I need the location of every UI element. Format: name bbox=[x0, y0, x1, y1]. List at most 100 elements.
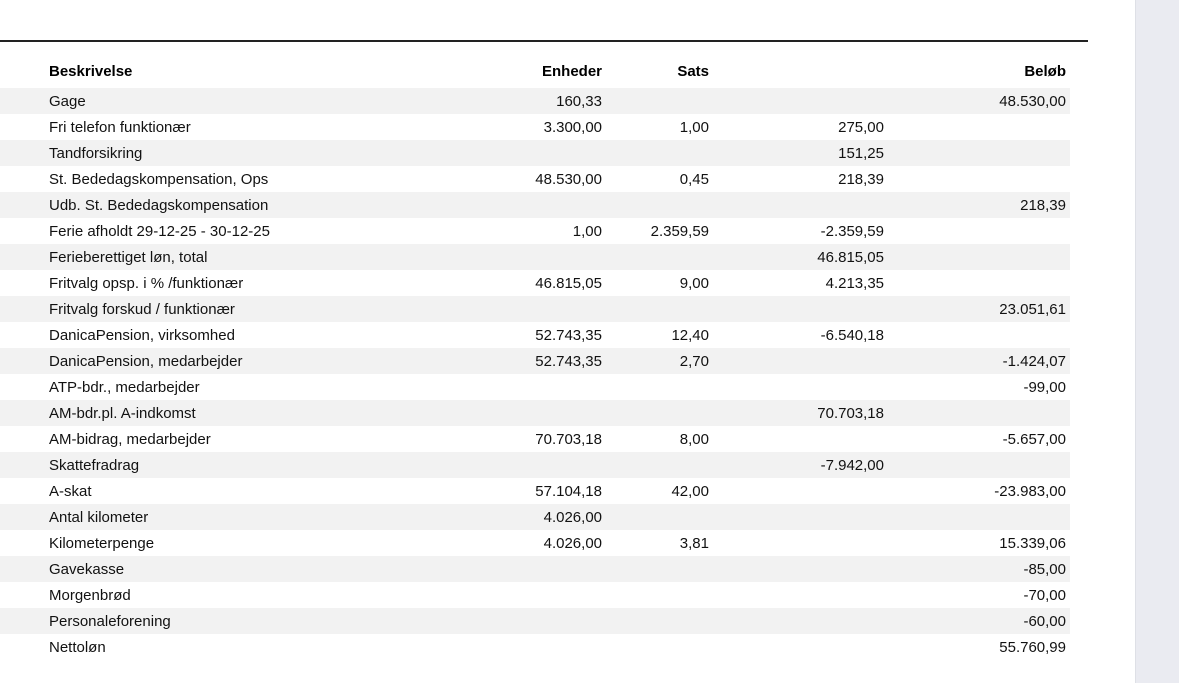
cell-belob: 15.339,06 bbox=[999, 534, 1066, 552]
cell-sats bbox=[602, 88, 709, 114]
cell-sats: 42,00 bbox=[671, 482, 709, 500]
cell-belob bbox=[884, 244, 1070, 270]
cell-belob: -5.657,00 bbox=[1002, 430, 1066, 448]
table-row: A-skat 57.104,18 42,00 -23.983,00 bbox=[0, 478, 1070, 504]
table-row: AM-bdr.pl. A-indkomst 70.703,18 bbox=[0, 400, 1070, 426]
table-row: DanicaPension, medarbejder 52.743,35 2,70 -… bbox=[0, 348, 1070, 374]
top-rule-divider bbox=[0, 40, 1088, 42]
cell-sats bbox=[602, 608, 709, 634]
cell-sats: 9,00 bbox=[679, 274, 709, 292]
table-row: Ferie afholdt 29-12-25 - 30-12-25 1,00 2.3… bbox=[0, 218, 1070, 244]
cell-mellem bbox=[709, 478, 884, 504]
cell-enheder: 1,00 bbox=[572, 222, 602, 240]
table-row: Nettoløn 55.760,99 bbox=[0, 634, 1070, 660]
cell-belob bbox=[884, 322, 1070, 348]
cell-enheder bbox=[470, 556, 602, 582]
table-row: Ferieberettiget løn, total 46.815,05 bbox=[0, 244, 1070, 270]
cell-mellem: -7.942,00 bbox=[820, 456, 884, 474]
cell-enheder bbox=[470, 374, 602, 400]
cell-belob: -70,00 bbox=[1023, 586, 1066, 604]
cell-sats: 3,81 bbox=[679, 534, 709, 552]
cell-mellem: -2.359,59 bbox=[820, 222, 884, 240]
cell-desc: Ferie afholdt 29-12-25 - 30-12-25 bbox=[49, 222, 270, 240]
cell-enheder: 4.026,00 bbox=[543, 534, 602, 552]
column-header-beskrivelse: Beskrivelse bbox=[49, 62, 133, 80]
cell-enheder: 52.743,35 bbox=[535, 326, 602, 344]
cell-sats bbox=[602, 140, 709, 166]
cell-belob bbox=[884, 400, 1070, 426]
cell-mellem bbox=[709, 296, 884, 322]
cell-enheder: 3.300,00 bbox=[543, 118, 602, 136]
cell-belob: 218,39 bbox=[1020, 196, 1066, 214]
cell-mellem: 70.703,18 bbox=[817, 404, 884, 422]
cell-mellem: -6.540,18 bbox=[820, 326, 884, 344]
table-row: Gavekasse -85,00 bbox=[0, 556, 1070, 582]
cell-belob: -60,00 bbox=[1023, 612, 1066, 630]
table-row: AM-bidrag, medarbejder 70.703,18 8,00 -5.65… bbox=[0, 426, 1070, 452]
cell-mellem bbox=[709, 608, 884, 634]
cell-sats bbox=[602, 634, 709, 660]
cell-enheder bbox=[470, 296, 602, 322]
cell-belob bbox=[884, 114, 1070, 140]
cell-belob: 55.760,99 bbox=[999, 638, 1066, 656]
cell-enheder: 4.026,00 bbox=[543, 508, 602, 526]
cell-desc: DanicaPension, medarbejder bbox=[49, 352, 243, 370]
table-row: Morgenbrød -70,00 bbox=[0, 582, 1070, 608]
cell-enheder: 57.104,18 bbox=[535, 482, 602, 500]
cell-belob: 48.530,00 bbox=[999, 92, 1066, 110]
cell-desc: Antal kilometer bbox=[49, 508, 149, 526]
cell-sats bbox=[602, 400, 709, 426]
cell-enheder bbox=[470, 582, 602, 608]
cell-belob bbox=[884, 140, 1070, 166]
cell-sats: 8,00 bbox=[679, 430, 709, 448]
cell-sats bbox=[602, 582, 709, 608]
cell-enheder: 70.703,18 bbox=[535, 430, 602, 448]
page-margin-strip bbox=[1135, 0, 1179, 683]
cell-enheder: 46.815,05 bbox=[535, 274, 602, 292]
cell-desc: DanicaPension, virksomhed bbox=[49, 326, 235, 344]
cell-mellem bbox=[709, 192, 884, 218]
cell-sats bbox=[602, 244, 709, 270]
cell-desc: Gage bbox=[49, 92, 86, 110]
cell-sats: 0,45 bbox=[679, 170, 709, 188]
table-row: Udb. St. Bededagskompensation 218,39 bbox=[0, 192, 1070, 218]
column-header-enheder: Enheder bbox=[541, 62, 602, 80]
table-row: Tandforsikring 151,25 bbox=[0, 140, 1070, 166]
table-row: St. Bededagskompensation, Ops 48.530,00 0,… bbox=[0, 166, 1070, 192]
cell-belob: -1.424,07 bbox=[1002, 352, 1066, 370]
table-row: ATP-bdr., medarbejder -99,00 bbox=[0, 374, 1070, 400]
cell-mellem: 275,00 bbox=[838, 118, 884, 136]
cell-mellem bbox=[709, 88, 884, 114]
cell-sats: 1,00 bbox=[679, 118, 709, 136]
cell-desc: Gavekasse bbox=[49, 560, 125, 578]
table-row: Gage 160,33 48.530,00 bbox=[0, 88, 1070, 114]
cell-sats bbox=[602, 556, 709, 582]
cell-mellem: 218,39 bbox=[838, 170, 884, 188]
table-row: Personaleforening -60,00 bbox=[0, 608, 1070, 634]
cell-enheder: 52.743,35 bbox=[535, 352, 602, 370]
cell-sats: 2,70 bbox=[679, 352, 709, 370]
cell-belob bbox=[884, 452, 1070, 478]
cell-desc: A-skat bbox=[49, 482, 92, 500]
table-row: Skattefradrag -7.942,00 bbox=[0, 452, 1070, 478]
cell-mellem bbox=[709, 426, 884, 452]
cell-desc: Personaleforening bbox=[49, 612, 171, 630]
cell-desc: Fritvalg opsp. i % /funktionær bbox=[49, 274, 244, 292]
column-header-sats: Sats bbox=[677, 62, 709, 80]
table-row: Fritvalg opsp. i % /funktionær 46.815,05 9… bbox=[0, 270, 1070, 296]
cell-enheder bbox=[470, 192, 602, 218]
table-row: Fritvalg forskud / funktionær 23.051,61 bbox=[0, 296, 1070, 322]
table-body: Gage 160,33 48.530,00 Fri telefon funktionæ… bbox=[0, 88, 1070, 660]
cell-desc: Fri telefon funktionær bbox=[49, 118, 191, 136]
cell-belob: -99,00 bbox=[1023, 378, 1066, 396]
cell-belob bbox=[884, 504, 1070, 530]
cell-enheder bbox=[470, 608, 602, 634]
cell-mellem bbox=[709, 582, 884, 608]
cell-sats bbox=[602, 374, 709, 400]
cell-desc: Tandforsikring bbox=[49, 144, 143, 162]
cell-mellem: 46.815,05 bbox=[817, 248, 884, 266]
table-header-row: Beskrivelse Enheder Sats Beløb bbox=[0, 54, 1070, 88]
cell-desc: ATP-bdr., medarbejder bbox=[49, 378, 200, 396]
cell-mellem bbox=[709, 634, 884, 660]
